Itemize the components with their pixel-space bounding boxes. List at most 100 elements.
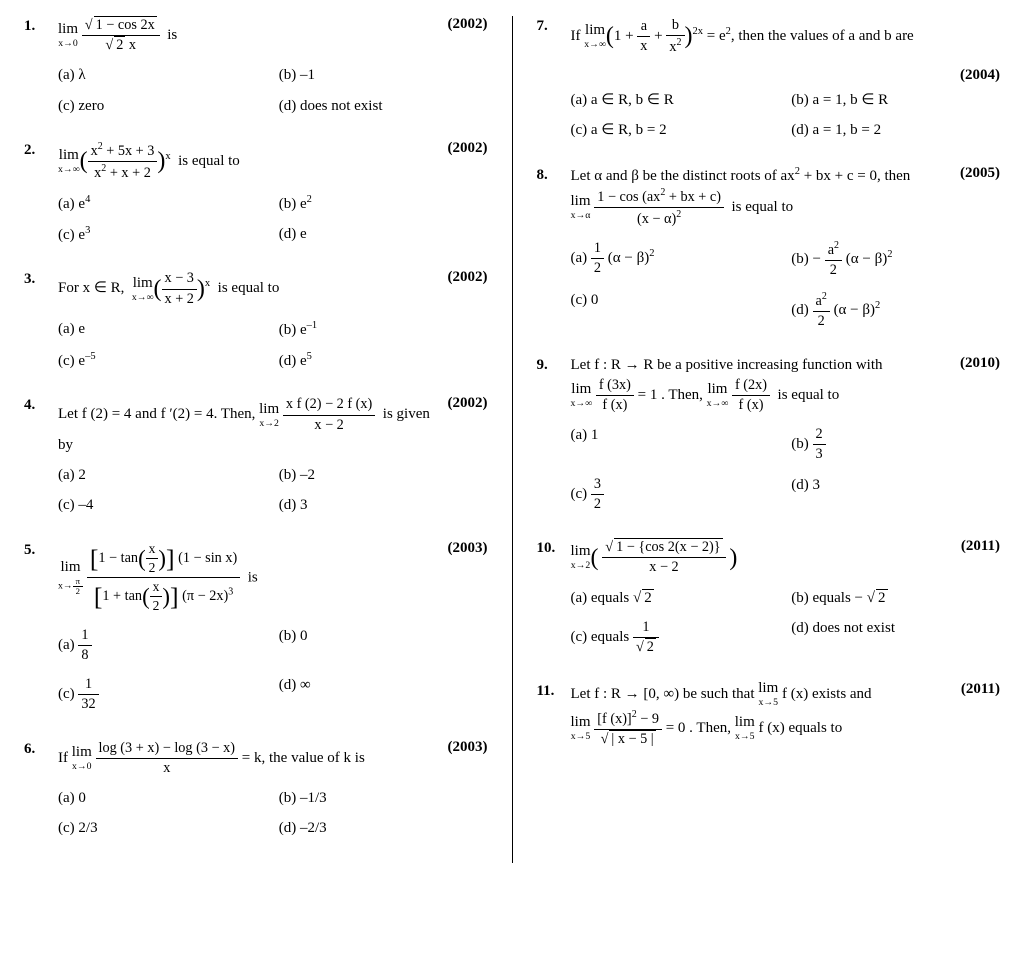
question: 4.Let f (2) = 4 and f ′(2) = 4. Then, li… bbox=[24, 395, 488, 519]
year-tag: (2002) bbox=[436, 16, 488, 33]
option: (a) e bbox=[58, 319, 267, 340]
options-grid: (a) e4 (b) e2 (c) e3 (d) e bbox=[58, 193, 488, 246]
year-tag: (2011) bbox=[949, 681, 1000, 698]
year-tag: (2010) bbox=[948, 355, 1000, 372]
options-grid: (a) 2 (b) –2 (c) –4 (d) 3 bbox=[58, 465, 488, 516]
page-two-column: 1.limx→0 √1 − cos 2x√2 x is(2002)(a) λ(b… bbox=[24, 16, 1000, 863]
option: (b) equals − √2 bbox=[791, 588, 1000, 608]
column-divider bbox=[512, 16, 513, 863]
option: (b) − a22 (α − β)2 bbox=[791, 239, 1000, 280]
left-column: 1.limx→0 √1 − cos 2x√2 x is(2002)(a) λ(b… bbox=[24, 16, 488, 863]
options-grid: (a) 1 (b) 23 (c) 32 (d) 3 bbox=[571, 425, 1001, 514]
option: (b) –2 bbox=[279, 465, 488, 485]
options-grid: (a) 18(b) 0(c) 132(d) ∞ bbox=[58, 626, 488, 715]
options-grid: (a) λ(b) –1(c) zero(d) does not exist bbox=[58, 65, 488, 116]
option: (c) 32 bbox=[571, 475, 780, 514]
option: (c) –4 bbox=[58, 495, 267, 515]
question-body: Let f : R → [0, ∞) be such that limx→5 f… bbox=[571, 681, 1001, 759]
question-stem: Let f (2) = 4 and f ′(2) = 4. Then, limx… bbox=[58, 395, 436, 455]
option: (b) 0 bbox=[279, 626, 488, 665]
option: (d) a = 1, b = 2 bbox=[791, 120, 1000, 140]
option: (b) 23 bbox=[791, 425, 1000, 464]
year-tag: (2003) bbox=[436, 540, 488, 557]
option: (c) e3 bbox=[58, 224, 267, 245]
option: (d) does not exist bbox=[791, 618, 1000, 657]
question-body: Let f : R → R be a positive increasing f… bbox=[571, 355, 1001, 518]
option: (d) 3 bbox=[279, 495, 488, 515]
question-body: If limx→0 log (3 + x) − log (3 − x)x = k… bbox=[58, 739, 488, 843]
question-number: 6. bbox=[24, 739, 58, 843]
option: (c) 2/3 bbox=[58, 818, 267, 838]
option: (d) 3 bbox=[791, 475, 1000, 514]
option: (c) e–5 bbox=[58, 350, 267, 371]
question-body: limx→2( √1 − {cos 2(x − 2)}x − 2 ) (2011)… bbox=[571, 538, 1001, 661]
options-grid: (a) 12 (α − β)2 (b) − a22 (α − β)2 (c) 0 (d… bbox=[571, 239, 1001, 331]
question: 8.Let α and β be the distinct roots of a… bbox=[537, 165, 1001, 336]
option: (a) 12 (α − β)2 bbox=[571, 239, 780, 280]
question-body: Let α and β be the distinct roots of ax2… bbox=[571, 165, 1001, 336]
option: (a) 2 bbox=[58, 465, 267, 485]
question-body: limx→∞(x2 + 5x + 3x2 + x + 2)x is equal … bbox=[58, 140, 488, 249]
option: (d) ∞ bbox=[279, 675, 488, 714]
year-tag: (2004) bbox=[571, 67, 1001, 84]
option: (a) 18 bbox=[58, 626, 267, 665]
year-tag: (2002) bbox=[436, 140, 488, 157]
question-number: 7. bbox=[537, 16, 571, 145]
option: (d) e bbox=[279, 224, 488, 245]
question-number: 9. bbox=[537, 355, 571, 518]
question-body: limx→0 √1 − cos 2x√2 x is(2002)(a) λ(b) … bbox=[58, 16, 488, 120]
question: 2.limx→∞(x2 + 5x + 3x2 + x + 2)x is equa… bbox=[24, 140, 488, 249]
option: (b) –1 bbox=[279, 65, 488, 85]
question-number: 1. bbox=[24, 16, 58, 120]
options-grid: (a) a ∈ R, b ∈ R (b) a = 1, b ∈ R (c) a ∈ … bbox=[571, 90, 1001, 141]
option: (d) –2/3 bbox=[279, 818, 488, 838]
option: (a) 0 bbox=[58, 788, 267, 808]
option: (a) e4 bbox=[58, 193, 267, 214]
question: 10.limx→2( √1 − {cos 2(x − 2)}x − 2 ) (20… bbox=[537, 538, 1001, 661]
question-stem: limx→∞(x2 + 5x + 3x2 + x + 2)x is equal … bbox=[58, 140, 240, 183]
question: 9.Let f : R → R be a positive increasing… bbox=[537, 355, 1001, 518]
question-number: 11. bbox=[537, 681, 571, 759]
question-number: 8. bbox=[537, 165, 571, 336]
option: (c) equals 1√2 bbox=[571, 618, 780, 657]
option: (a) 1 bbox=[571, 425, 780, 464]
question: 5.limx→π2 [1 − tan(x2)] (1 − sin x)[1 + … bbox=[24, 540, 488, 719]
question-body: limx→π2 [1 − tan(x2)] (1 − sin x)[1 + ta… bbox=[58, 540, 488, 719]
question-stem: Let f : R → R be a positive increasing f… bbox=[571, 355, 883, 415]
question-stem: limx→0 √1 − cos 2x√2 x is bbox=[58, 16, 177, 55]
question-stem: For x ∈ R, limx→∞(x − 3x + 2)x is equal … bbox=[58, 269, 279, 308]
year-tag: (2011) bbox=[949, 538, 1000, 555]
question-stem: Let f : R → [0, ∞) be such that limx→5 f… bbox=[571, 681, 872, 749]
question: 3.For x ∈ R, limx→∞(x − 3x + 2)x is equa… bbox=[24, 269, 488, 375]
options-grid: (a) e (b) e–1 (c) e–5 (d) e5 bbox=[58, 319, 488, 372]
options-grid: (a) 0 (b) –1/3 (c) 2/3 (d) –2/3 bbox=[58, 788, 488, 839]
right-column: 7.If limx→∞(1 + ax + bx2)2x = e2, then t… bbox=[537, 16, 1001, 863]
question: 6.If limx→0 log (3 + x) − log (3 − x)x =… bbox=[24, 739, 488, 843]
option: (d) e5 bbox=[279, 350, 488, 371]
option: (a) equals √2 bbox=[571, 588, 780, 608]
question-stem: If limx→∞(1 + ax + bx2)2x = e2, then the… bbox=[571, 16, 914, 57]
question: 1.limx→0 √1 − cos 2x√2 x is(2002)(a) λ(b… bbox=[24, 16, 488, 120]
option: (d) a22 (α − β)2 bbox=[791, 290, 1000, 331]
option: (b) e2 bbox=[279, 193, 488, 214]
question-stem: limx→2( √1 − {cos 2(x − 2)}x − 2 ) bbox=[571, 538, 738, 577]
question-number: 2. bbox=[24, 140, 58, 249]
option: (b) a = 1, b ∈ R bbox=[791, 90, 1000, 110]
option: (c) zero bbox=[58, 96, 267, 116]
year-tag: (2002) bbox=[436, 269, 488, 286]
option: (c) 0 bbox=[571, 290, 780, 331]
question: 11.Let f : R → [0, ∞) be such that limx→… bbox=[537, 681, 1001, 759]
question-body: For x ∈ R, limx→∞(x − 3x + 2)x is equal … bbox=[58, 269, 488, 375]
option: (b) e–1 bbox=[279, 319, 488, 340]
question-number: 3. bbox=[24, 269, 58, 375]
question-stem: Let α and β be the distinct roots of ax2… bbox=[571, 165, 911, 229]
question-body: Let f (2) = 4 and f ′(2) = 4. Then, limx… bbox=[58, 395, 488, 519]
question-stem: If limx→0 log (3 + x) − log (3 − x)x = k… bbox=[58, 739, 365, 778]
question: 7.If limx→∞(1 + ax + bx2)2x = e2, then t… bbox=[537, 16, 1001, 145]
year-tag: (2005) bbox=[948, 165, 1000, 182]
option: (b) –1/3 bbox=[279, 788, 488, 808]
option: (a) a ∈ R, b ∈ R bbox=[571, 90, 780, 110]
year-tag: (2002) bbox=[436, 395, 488, 412]
option: (c) a ∈ R, b = 2 bbox=[571, 120, 780, 140]
question-number: 10. bbox=[537, 538, 571, 661]
